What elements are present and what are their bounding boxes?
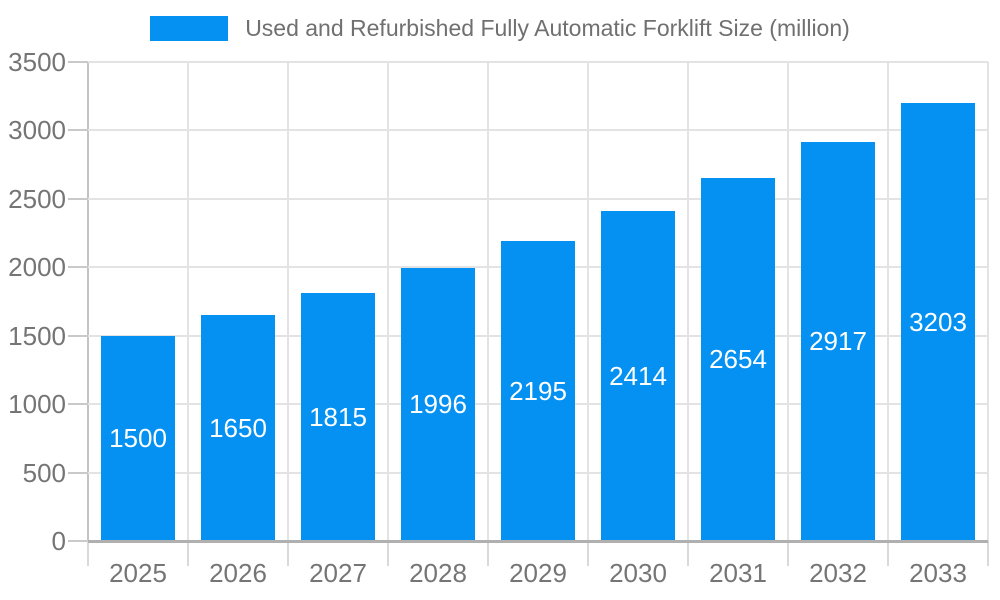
x-gridline xyxy=(787,62,789,541)
x-axis-tick-label: 2033 xyxy=(909,558,967,588)
y-axis-tick xyxy=(68,471,88,474)
bar-value-label: 1500 xyxy=(109,423,167,454)
x-gridline xyxy=(587,62,589,541)
x-gridline xyxy=(187,62,189,541)
bar: 2414 xyxy=(601,210,675,541)
x-axis-tick xyxy=(687,541,689,566)
x-gridline xyxy=(687,62,689,541)
bar-value-label: 1815 xyxy=(309,401,367,432)
x-axis-tick-label: 2026 xyxy=(209,558,267,588)
y-axis-tick-label: 3500 xyxy=(8,47,66,77)
bar: 2654 xyxy=(701,177,775,541)
x-axis-tick xyxy=(987,541,989,566)
bar-value-label: 3203 xyxy=(909,306,967,337)
x-axis-tick xyxy=(187,541,189,566)
y-axis-tick xyxy=(68,403,88,406)
bar-value-label: 2654 xyxy=(709,344,767,375)
x-axis-tick-label: 2029 xyxy=(509,558,567,588)
y-axis-tick-label: 0 xyxy=(51,526,66,556)
bar-value-label: 1650 xyxy=(209,413,267,444)
legend[interactable]: Used and Refurbished Fully Automatic For… xyxy=(0,15,1000,42)
y-gridline xyxy=(88,61,988,64)
bar: 1650 xyxy=(201,315,275,541)
y-axis-line xyxy=(87,62,89,541)
plot-area: 1500 1650 1815 1996 2195 2414 2654 2917 3203 xyxy=(87,61,989,543)
x-axis-tick-label: 2028 xyxy=(409,558,467,588)
x-axis-tick xyxy=(787,541,789,566)
y-axis-tick xyxy=(68,266,88,269)
x-axis-tick xyxy=(587,541,589,566)
y-axis-tick-label: 2500 xyxy=(8,183,66,214)
x-axis-tick-label: 2030 xyxy=(609,558,667,588)
bar-value-label: 1996 xyxy=(409,389,467,420)
bar: 2195 xyxy=(501,240,575,541)
y-axis-tick-label: 3000 xyxy=(8,115,66,146)
x-gridline xyxy=(287,62,289,541)
x-gridline xyxy=(387,62,389,541)
x-gridline xyxy=(987,62,989,541)
x-axis-tick xyxy=(387,541,389,566)
x-axis-line xyxy=(88,540,988,543)
y-axis-tick xyxy=(68,129,88,132)
legend-label: Used and Refurbished Fully Automatic For… xyxy=(245,15,850,41)
bar: 1815 xyxy=(301,292,375,541)
x-axis-tick-label: 2025 xyxy=(109,558,167,588)
bar-value-label: 2195 xyxy=(509,375,567,406)
x-gridline xyxy=(887,62,889,541)
x-axis-tick-label: 2031 xyxy=(709,558,767,588)
y-axis-tick-label: 2000 xyxy=(8,252,66,283)
x-axis-tick xyxy=(87,541,89,566)
x-axis-tick-label: 2032 xyxy=(809,558,867,588)
y-axis-tick-label: 1000 xyxy=(8,389,66,420)
bar: 1500 xyxy=(101,335,175,541)
y-axis-tick xyxy=(68,540,88,542)
y-gridline xyxy=(88,197,988,200)
y-axis-tick-label: 500 xyxy=(22,457,66,488)
y-axis-tick xyxy=(68,197,88,200)
bar: 1996 xyxy=(401,267,475,541)
bar: 3203 xyxy=(901,102,975,541)
y-axis-tick-label: 1500 xyxy=(8,320,66,351)
legend-swatch-icon xyxy=(150,16,229,41)
x-gridline xyxy=(487,62,489,541)
bar-value-label: 2414 xyxy=(609,360,667,391)
x-axis-tick-label: 2027 xyxy=(309,558,367,588)
bar-value-label: 2917 xyxy=(809,326,867,357)
x-axis-tick xyxy=(887,541,889,566)
x-axis-tick xyxy=(287,541,289,566)
y-axis-tick xyxy=(68,61,88,63)
y-gridline xyxy=(88,129,988,132)
bar: 2917 xyxy=(801,141,875,541)
y-axis-tick xyxy=(68,334,88,337)
x-axis-tick xyxy=(487,541,489,566)
